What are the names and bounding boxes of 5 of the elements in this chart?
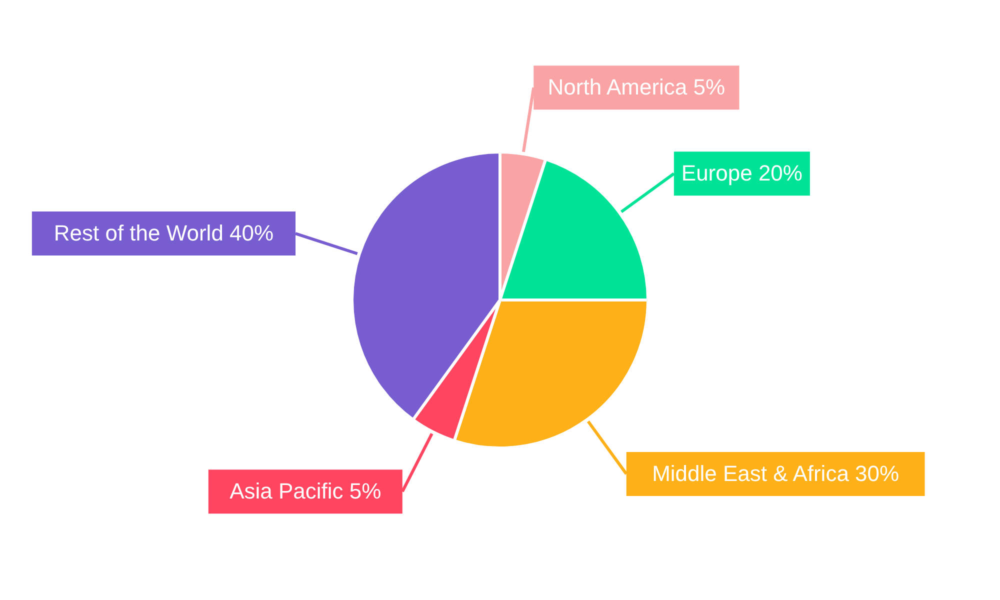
slice-label: North America 5%	[548, 74, 726, 100]
slice-label: Asia Pacific 5%	[230, 478, 382, 504]
slice-label: Europe 20%	[681, 160, 802, 186]
slice-label: Middle East & Africa 30%	[652, 460, 900, 486]
slice-label: Rest of the World 40%	[54, 220, 274, 246]
